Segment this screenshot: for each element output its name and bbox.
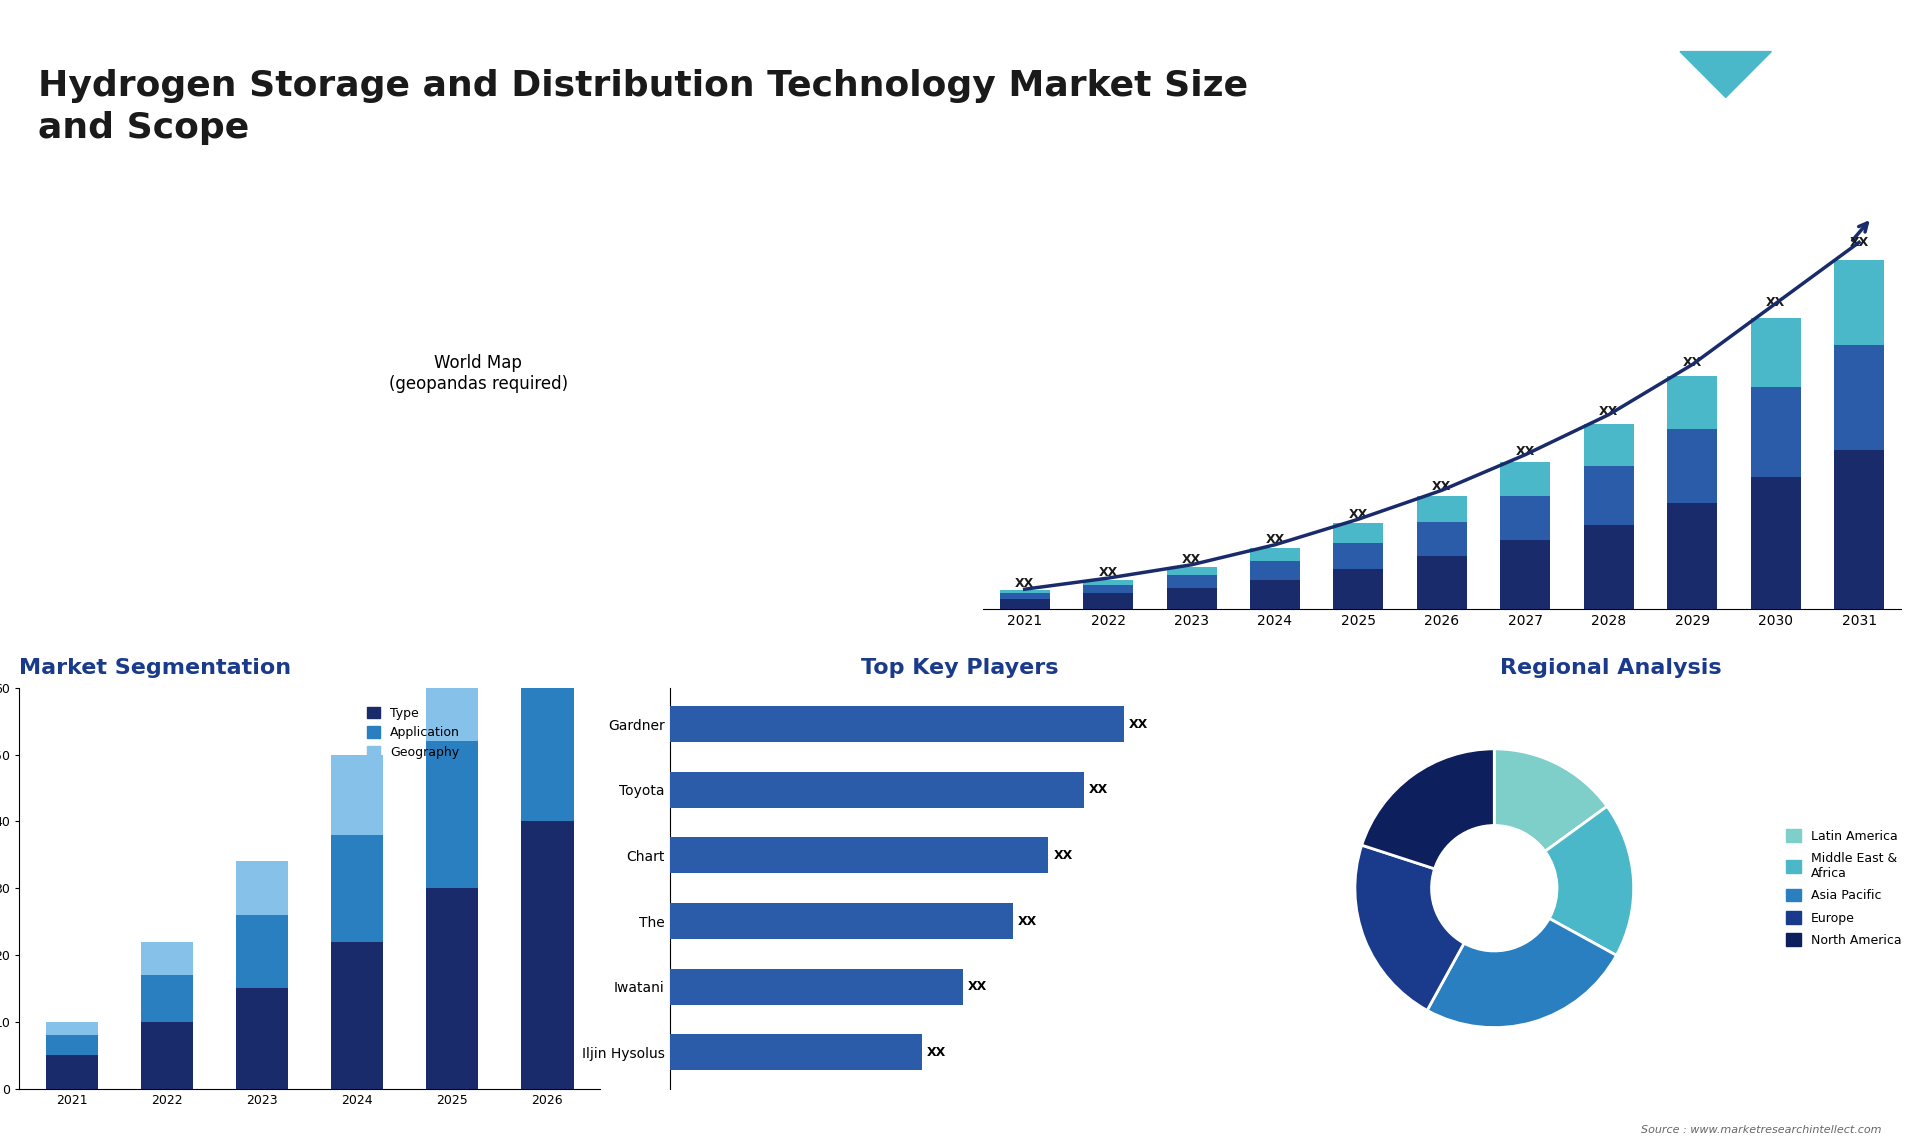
- Bar: [1000, 590, 1050, 594]
- Bar: [520, 468, 574, 621]
- Text: Hydrogen Storage and Distribution Technology Market Size
and Scope: Hydrogen Storage and Distribution Techno…: [38, 69, 1248, 144]
- Bar: [330, 834, 384, 942]
- Bar: [426, 888, 478, 1089]
- Bar: [1167, 575, 1217, 588]
- Bar: [1667, 430, 1716, 503]
- Bar: [1834, 260, 1884, 345]
- Text: MARKET: MARKET: [1788, 50, 1834, 60]
- Bar: [1083, 594, 1133, 610]
- Bar: [1834, 450, 1884, 610]
- Text: XX: XX: [1265, 533, 1284, 545]
- Text: XX: XX: [1682, 356, 1701, 369]
- Bar: [670, 903, 1014, 939]
- Bar: [1584, 424, 1634, 466]
- Bar: [140, 975, 194, 1022]
- Title: Top Key Players: Top Key Players: [862, 658, 1058, 678]
- Bar: [1083, 584, 1133, 594]
- Polygon shape: [1680, 52, 1772, 97]
- Text: XX: XX: [1350, 508, 1369, 521]
- Title: Regional Analysis: Regional Analysis: [1500, 658, 1720, 678]
- Bar: [1332, 524, 1384, 542]
- Bar: [1667, 503, 1716, 610]
- Text: XX: XX: [1089, 783, 1108, 796]
- Bar: [330, 942, 384, 1089]
- Bar: [426, 628, 478, 741]
- Bar: [426, 741, 478, 888]
- Text: XX: XX: [1432, 479, 1452, 493]
- Bar: [236, 989, 288, 1089]
- Text: XX: XX: [927, 1046, 947, 1059]
- Bar: [1500, 496, 1549, 541]
- Bar: [1332, 542, 1384, 568]
- Polygon shape: [1634, 52, 1726, 97]
- Bar: [1332, 568, 1384, 610]
- Bar: [1167, 588, 1217, 610]
- Bar: [1250, 580, 1300, 610]
- Bar: [1083, 580, 1133, 584]
- Text: Source : www.marketresearchintellect.com: Source : www.marketresearchintellect.com: [1642, 1124, 1882, 1135]
- Bar: [1751, 319, 1801, 387]
- Bar: [1751, 387, 1801, 477]
- Bar: [140, 942, 194, 975]
- Bar: [236, 915, 288, 989]
- Text: RESEARCH: RESEARCH: [1788, 73, 1845, 83]
- Bar: [670, 771, 1083, 808]
- Bar: [1584, 466, 1634, 525]
- Bar: [140, 1022, 194, 1089]
- Text: XX: XX: [1849, 236, 1868, 250]
- Text: INTELLECT: INTELLECT: [1788, 96, 1845, 105]
- Bar: [46, 1022, 98, 1035]
- Text: XX: XX: [1054, 849, 1073, 862]
- Text: XX: XX: [1016, 576, 1035, 589]
- Bar: [670, 706, 1123, 743]
- Text: XX: XX: [1129, 717, 1148, 730]
- Legend: Latin America, Middle East &
Africa, Asia Pacific, Europe, North America: Latin America, Middle East & Africa, Asi…: [1780, 824, 1907, 952]
- Bar: [1167, 567, 1217, 575]
- Bar: [1000, 594, 1050, 598]
- Bar: [670, 968, 962, 1005]
- Bar: [1417, 496, 1467, 523]
- Text: XX: XX: [1515, 445, 1534, 457]
- Text: World Map
(geopandas required): World Map (geopandas required): [388, 354, 568, 393]
- Text: XX: XX: [1018, 915, 1037, 927]
- Bar: [1250, 548, 1300, 560]
- Text: XX: XX: [1766, 297, 1786, 309]
- Bar: [520, 621, 574, 822]
- Bar: [236, 862, 288, 915]
- Bar: [1584, 525, 1634, 610]
- Bar: [670, 1035, 922, 1070]
- Bar: [1000, 598, 1050, 610]
- Bar: [1500, 462, 1549, 496]
- Bar: [1751, 477, 1801, 610]
- Bar: [330, 754, 384, 834]
- Bar: [1250, 560, 1300, 580]
- Bar: [46, 1035, 98, 1055]
- Bar: [1417, 523, 1467, 556]
- Bar: [520, 822, 574, 1089]
- Bar: [1834, 345, 1884, 450]
- Bar: [1417, 556, 1467, 610]
- Text: XX: XX: [1183, 552, 1202, 566]
- Legend: Type, Application, Geography: Type, Application, Geography: [363, 702, 465, 763]
- Text: XX: XX: [1098, 566, 1117, 579]
- Bar: [1667, 376, 1716, 430]
- Bar: [670, 838, 1048, 873]
- Bar: [46, 1055, 98, 1089]
- Text: Market Segmentation: Market Segmentation: [19, 658, 292, 678]
- Text: XX: XX: [1599, 406, 1619, 418]
- Bar: [1500, 541, 1549, 610]
- Text: XX: XX: [968, 980, 987, 994]
